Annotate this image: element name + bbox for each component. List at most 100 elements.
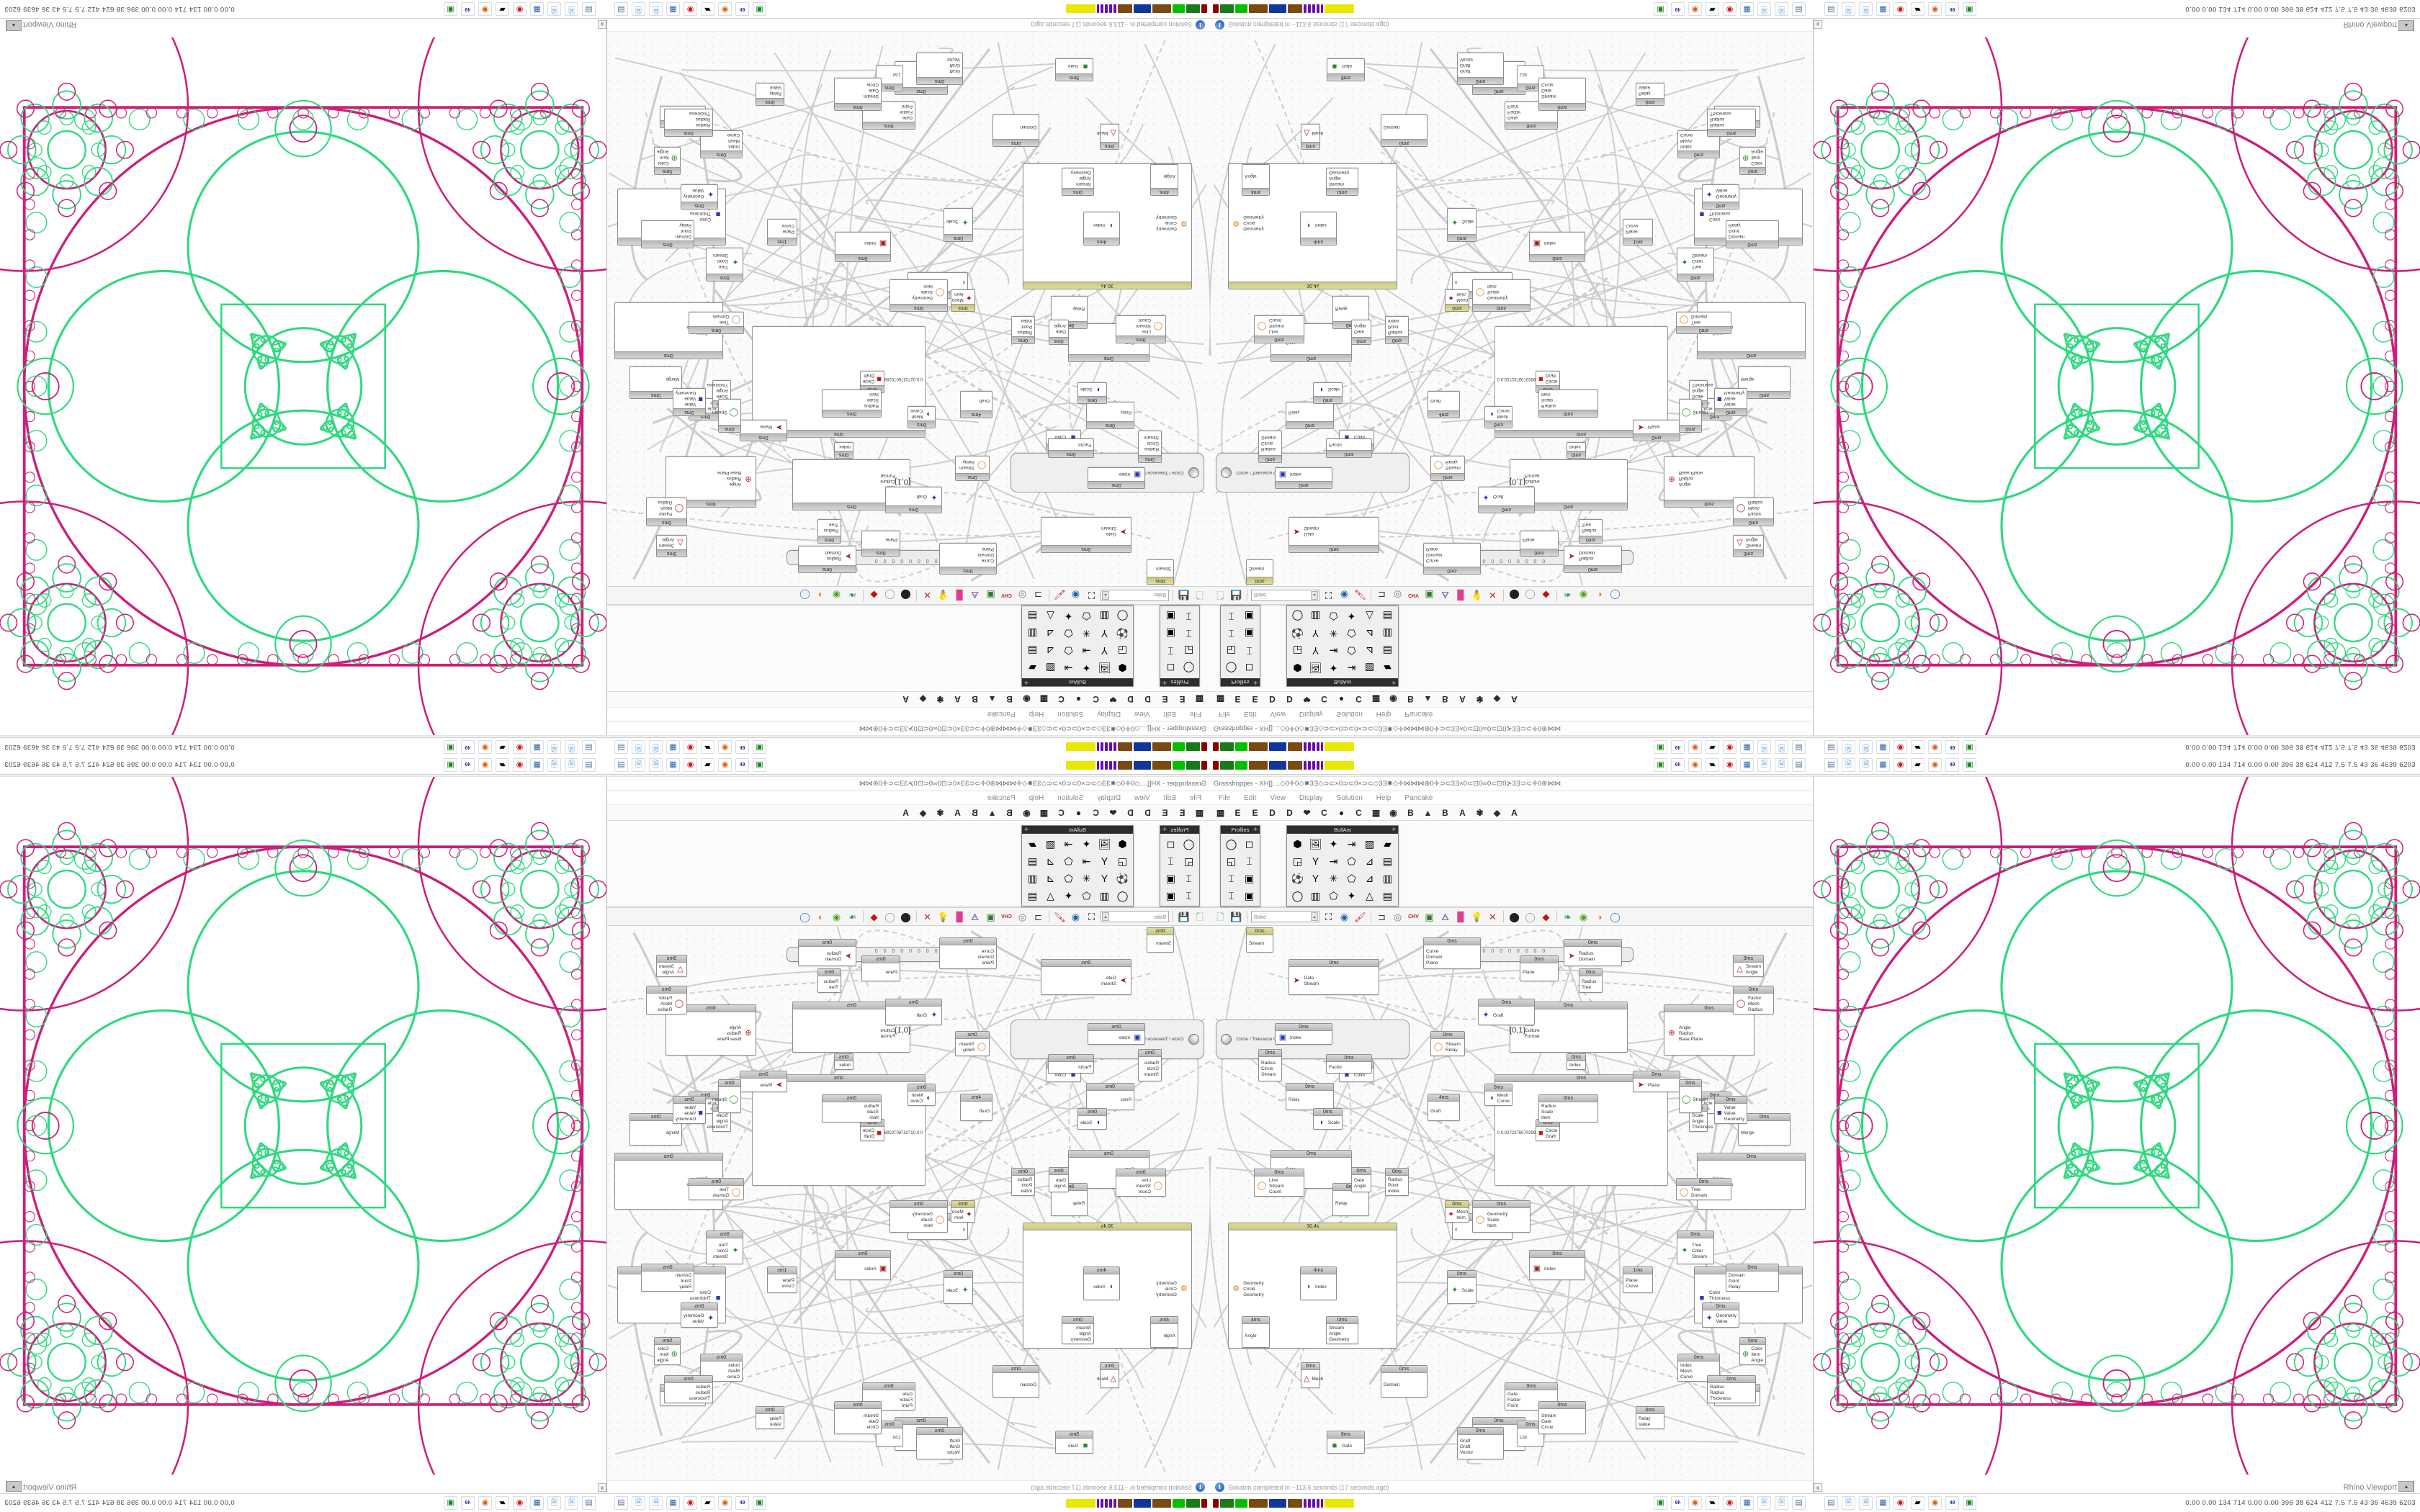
viewport-tab-row[interactable]: x Rhino Viewport ▴ bbox=[1814, 19, 2420, 37]
slider-knob-icon[interactable] bbox=[1188, 467, 1199, 479]
gh-node[interactable]: 0ms Radius Radius Thickness bbox=[664, 1375, 713, 1403]
gh-node-port[interactable]: Factor bbox=[899, 109, 913, 114]
red-ball-icon[interactable]: ◉ bbox=[513, 2, 526, 16]
gh-node-port[interactable]: Index bbox=[1119, 1035, 1130, 1040]
gh-node-port[interactable]: Geometry bbox=[1156, 1280, 1177, 1286]
gh-node-port[interactable]: Point bbox=[1507, 104, 1518, 109]
gh-node[interactable]: 4ms Angle bbox=[1242, 1316, 1270, 1348]
gh-node[interactable]: 0ms ◯ Factor Mesh Radius bbox=[646, 986, 687, 1014]
gh-node-port[interactable]: Mesh bbox=[1312, 130, 1324, 136]
palette-1-item-19-icon[interactable]: ▥ bbox=[1310, 890, 1321, 901]
document2-icon[interactable]: 🗎 bbox=[1859, 1496, 1873, 1510]
terminal-green-icon[interactable]: ▣ bbox=[1654, 758, 1667, 772]
gh-node-port[interactable]: Graft bbox=[1460, 68, 1471, 73]
taskbar-icon-tray-bottom[interactable]: ▣ 49 ◉ ▰ ◉ ▦ 🗎 🗎 ▤ ▤ 🗎 🗎 ▦ ◉ ▰ ◉ 49 ▣ bbox=[1210, 1496, 2420, 1510]
gh-node-port[interactable]: Geometry bbox=[1070, 1337, 1091, 1342]
gh-node[interactable]: 0ms Gate Angle bbox=[1351, 320, 1371, 345]
gh-node-port[interactable]: Radius bbox=[1017, 1177, 1032, 1182]
palette-0-item-6-icon[interactable]: ⌶ bbox=[1228, 890, 1234, 901]
gh-node-port[interactable]: Gate bbox=[1106, 531, 1116, 537]
palette-1-item-4-icon[interactable]: ▨ bbox=[1364, 838, 1375, 850]
anemone-tab[interactable]: A bbox=[954, 694, 961, 705]
calculator-icon[interactable]: ▦ bbox=[666, 740, 680, 754]
gh-node-port[interactable]: Radius bbox=[1582, 528, 1597, 534]
gh-node-port[interactable]: Point bbox=[902, 1403, 913, 1408]
gh-node-port[interactable]: Mesh bbox=[728, 138, 740, 143]
pin-icon[interactable]: ✛ bbox=[1392, 680, 1396, 685]
gh-node[interactable]: 0ms ◯ Line Stream Count bbox=[1116, 315, 1166, 343]
gh-node-port[interactable]: Index bbox=[1119, 472, 1130, 477]
gh-node[interactable]: 0ms Index bbox=[834, 1053, 853, 1070]
gh-node[interactable]: 0ms Radius Tree bbox=[817, 968, 841, 993]
palette-0-item-6-icon[interactable]: ⌶ bbox=[1186, 611, 1192, 622]
menu-item-solution[interactable]: Solution bbox=[1336, 710, 1363, 719]
gh-node-port[interactable]: Stream bbox=[1269, 1184, 1284, 1189]
palette-0-item-4-icon[interactable]: ⌶ bbox=[1186, 873, 1192, 884]
document-icon[interactable]: 🗎 bbox=[1775, 758, 1788, 772]
palette-0-item-0-icon[interactable]: ◯ bbox=[1225, 838, 1237, 850]
palette-1-item-22-icon[interactable]: △ bbox=[1366, 611, 1373, 622]
mesh-tab[interactable]: C bbox=[1321, 807, 1327, 818]
gh-node-port[interactable]: Factor bbox=[1748, 511, 1762, 517]
gh-node-port[interactable]: Mesh bbox=[660, 505, 672, 511]
gh-node-port[interactable]: Angle bbox=[1751, 1358, 1763, 1363]
gh-node-port[interactable]: Tree bbox=[1582, 984, 1592, 990]
green-circle-icon[interactable]: ◉ bbox=[1579, 590, 1588, 601]
palette-1-item-21-icon[interactable]: ✦ bbox=[1347, 611, 1356, 622]
gh-node[interactable]: 0ms ➤ Plane bbox=[740, 1071, 787, 1092]
gh-node[interactable]: 0ms Gate Angle bbox=[1049, 320, 1069, 345]
grasshopper-canvas[interactable]: 0ms ➤ Gate Stream 0 1 2 0 0 0 0 0 0 0 0 0ms {0… bbox=[607, 926, 1210, 1480]
gh-node-port[interactable]: Radius bbox=[823, 978, 838, 984]
profiles-palette[interactable]: Profiles ✛ ◯ ◻ ◱ ⌶ ⌶ ▣ ⌶ ▣ bbox=[1220, 606, 1260, 687]
menu-item-view[interactable]: View bbox=[1134, 710, 1150, 719]
gh-node-port[interactable]: Value bbox=[769, 1421, 781, 1427]
red-ball-icon[interactable]: ◉ bbox=[1723, 1496, 1736, 1510]
palette-1-item-23-icon[interactable]: ▤ bbox=[1027, 611, 1038, 622]
gh-node-port[interactable]: Angle bbox=[716, 1119, 728, 1124]
document-icon[interactable]: 🗎 bbox=[632, 740, 645, 754]
document2-icon[interactable]: 🗎 bbox=[547, 740, 561, 754]
kangaroo-tab[interactable]: ◉ bbox=[1389, 807, 1397, 818]
save-document-icon[interactable]: 💾 bbox=[1230, 911, 1242, 922]
gh-node-port[interactable]: Radius bbox=[1541, 403, 1556, 408]
palette-1-item-20-icon[interactable]: ⬠ bbox=[1329, 890, 1338, 901]
preview-eye-icon[interactable]: ◉ bbox=[1071, 911, 1080, 922]
gh-node-port[interactable]: Plane bbox=[1426, 546, 1438, 552]
terminal-icon[interactable]: ▤ bbox=[1792, 740, 1806, 754]
mesh-edit-tab[interactable]: ▲ bbox=[1423, 694, 1433, 705]
gh-node-port[interactable]: Stream bbox=[1269, 323, 1284, 328]
palette-0-item-4-icon[interactable]: ⌶ bbox=[1186, 628, 1192, 639]
gh-node[interactable]: 0ms ◑ Mesh Curve bbox=[908, 1084, 936, 1106]
gh-node-port[interactable]: Index bbox=[1290, 472, 1301, 477]
terminal-icon[interactable]: ▤ bbox=[582, 758, 596, 772]
gh-node-port[interactable]: Base Plane bbox=[1679, 1037, 1703, 1043]
gh-node-port[interactable]: Index bbox=[728, 1363, 740, 1368]
gh-node[interactable]: 0ms Domain Point Relay bbox=[1726, 1264, 1779, 1292]
document2-icon[interactable]: 🗎 bbox=[1757, 758, 1771, 772]
gh-node-port[interactable]: Angle bbox=[1746, 970, 1758, 975]
gh-node-port[interactable]: Point bbox=[1729, 228, 1739, 233]
red-ball-icon[interactable]: ◉ bbox=[1723, 758, 1736, 772]
bullant-tab[interactable]: B bbox=[1407, 694, 1414, 705]
gh-node[interactable]: 0ms ▣ Index bbox=[835, 1250, 891, 1280]
gh-node-port[interactable]: Value bbox=[1724, 396, 1736, 401]
taskbar-icon-tray[interactable]: ▣ 49 ◉ ▰ ◉ ▦ 🗎 🗎 ▤ ▤ 🗎 🗎 ▦ ◉ ▰ ◉ 49 ▣ bbox=[1210, 758, 2420, 772]
gh-node-port[interactable]: Curve bbox=[910, 408, 923, 413]
gh-node[interactable]: 0ms Plane bbox=[1520, 531, 1559, 557]
calculator-icon[interactable]: ▦ bbox=[666, 2, 680, 16]
palette-0-item-1-icon[interactable]: ◻ bbox=[1166, 662, 1175, 674]
gh-node-port[interactable]: Curve bbox=[781, 223, 794, 228]
gh-node-port[interactable]: Index bbox=[1290, 1035, 1301, 1040]
gh-node-port[interactable]: Thickness bbox=[1709, 211, 1731, 217]
gh-node-port[interactable]: Thickness bbox=[707, 382, 728, 387]
component-tab-bar[interactable]: ▦ E E D D ❤ C ● C ▦ ◉ B ▲ B A ✾ ◆ A bbox=[607, 691, 1210, 707]
palette-1-item-9-icon[interactable]: ⬠ bbox=[1064, 855, 1073, 867]
gh-node-port[interactable]: Factor bbox=[1748, 995, 1762, 1001]
document-icon[interactable]: 🗎 bbox=[1842, 1496, 1855, 1510]
gh-node-port[interactable]: Stream bbox=[713, 253, 728, 258]
palette-1-item-2-icon[interactable]: ✦ bbox=[1082, 662, 1091, 674]
floppy-49-icon[interactable]: 49 bbox=[461, 740, 475, 754]
terminal-icon[interactable]: ▤ bbox=[582, 740, 596, 754]
palette-1-item-22-icon[interactable]: △ bbox=[1366, 890, 1373, 901]
